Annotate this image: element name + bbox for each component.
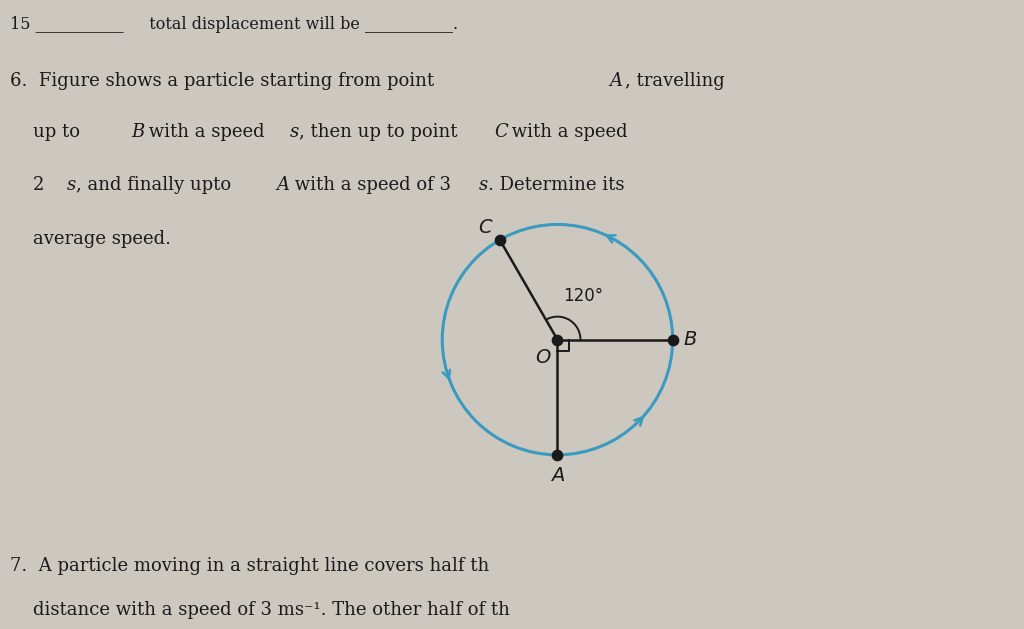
Text: , travelling: , travelling [625,72,724,91]
Text: with a speed of 3: with a speed of 3 [289,176,451,194]
Point [492,235,508,245]
Text: s: s [67,176,76,194]
Text: O: O [536,348,551,367]
Text: 6.  Figure shows a particle starting from point: 6. Figure shows a particle starting from… [10,72,440,91]
Text: 7.  A particle moving in a straight line covers half th: 7. A particle moving in a straight line … [10,557,489,575]
Point [665,335,681,345]
Text: , then up to point: , then up to point [299,123,463,141]
Text: 15 ___________     total displacement will be ___________.: 15 ___________ total displacement will b… [10,16,459,33]
Text: A: A [551,466,564,485]
Text: A: A [609,72,623,91]
Point [549,335,565,345]
Text: B: B [131,123,144,141]
Text: B: B [684,330,697,349]
Text: C: C [495,123,508,141]
Text: up to: up to [10,123,86,141]
Text: . Determine its: . Determine its [488,176,625,194]
Text: s: s [479,176,488,194]
Text: with a speed: with a speed [506,123,628,141]
Text: distance with a speed of 3 ms⁻¹. The other half of th: distance with a speed of 3 ms⁻¹. The oth… [10,601,510,619]
Text: , and finally upto: , and finally upto [76,176,237,194]
Text: s: s [290,123,299,141]
Text: 2: 2 [10,176,45,194]
Text: 120°: 120° [563,287,603,305]
Text: average speed.: average speed. [10,230,171,248]
Point [549,450,565,460]
Text: C: C [478,218,492,237]
Text: A: A [276,176,290,194]
Text: with a speed: with a speed [143,123,270,141]
